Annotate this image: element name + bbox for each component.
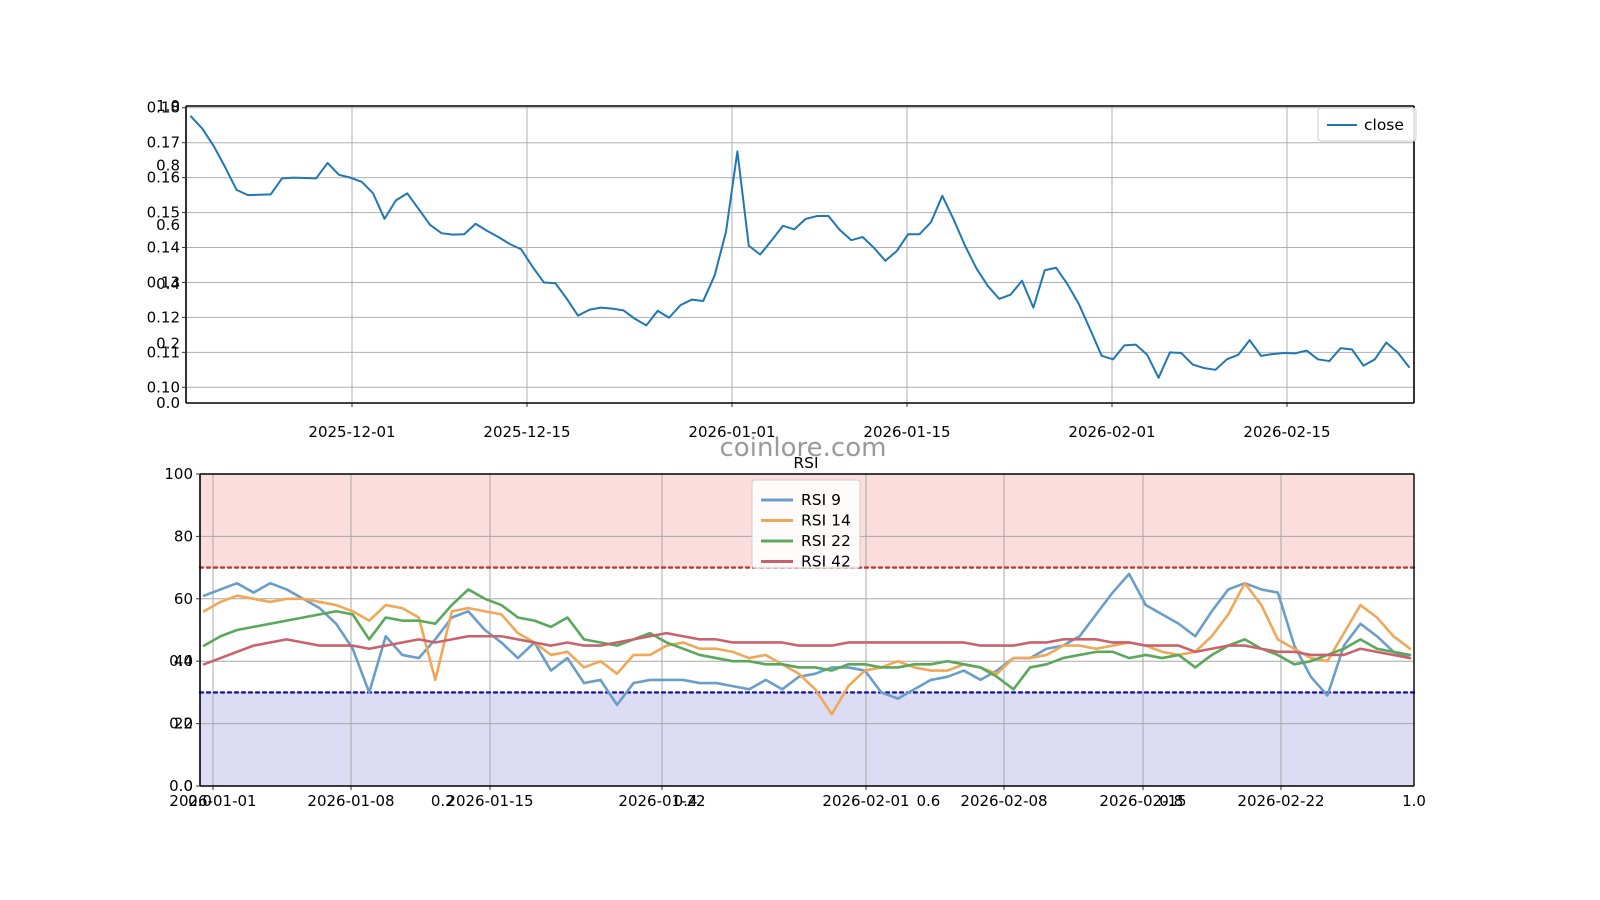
rsi-y-tick-labels: 0 20 40 60 80 100 (164, 465, 200, 795)
rsi-line-rsi-9 (202, 572, 1412, 707)
rsi-y-tick-label: 100 (164, 465, 193, 483)
price-x-tick-label: 2025-12-15 (483, 423, 570, 441)
price-plot-background (186, 106, 1414, 403)
price-legend-box (1317, 107, 1417, 142)
rsi-overlay-x-tick-labels: 0.0 0.2 0.4 0.6 0.8 1.0 (188, 792, 1426, 810)
rsi-overlay-y-tick-label: 0.0 (169, 777, 193, 795)
price-x-tick-label: 2026-02-15 (1243, 423, 1330, 441)
rsi-legend-label-rsi-22: RSI 22 (801, 532, 851, 550)
rsi-legend-entries: RSI 9 RSI 14 RSI 22 RSI 42 (761, 491, 851, 571)
price-y-tick-label: 0.13 (147, 274, 180, 292)
rsi-panel-title: RSI (793, 454, 818, 472)
price-overlay-y-tick-label: 0.4 (156, 275, 180, 293)
rsi-legend[interactable]: RSI 9 RSI 14 RSI 22 RSI 42 (751, 479, 861, 571)
watermark: coinlore.com (720, 433, 887, 463)
price-x-tick-label: 2026-02-01 (1068, 423, 1155, 441)
price-y-tick-label: 0.16 (147, 169, 180, 187)
price-vertical-gridlines (351, 106, 1288, 407)
rsi-x-tick-label: 2026-01-15 (446, 792, 533, 810)
rsi-y-tick-label: 80 (174, 527, 193, 545)
price-overlay-y-tick-label: 0.2 (156, 335, 180, 353)
rsi-y-tick-label: 60 (174, 590, 193, 608)
rsi-line-rsi-14 (202, 581, 1412, 716)
price-y-tick-label: 0.17 (147, 134, 180, 152)
rsi-y-tick-label: 20 (174, 715, 193, 733)
rsi-series-lines (202, 572, 1412, 716)
price-x-tick-label: 2025-12-01 (308, 423, 395, 441)
price-overlay-y-tick-label: 0.8 (156, 156, 180, 174)
rsi-x-tick-label: 2026-02-01 (822, 792, 909, 810)
price-overlay-y-tick-labels: 0.0 0.2 0.4 0.6 0.8 1.0 (156, 97, 180, 412)
price-y-tick-label: 0.12 (147, 308, 180, 326)
rsi-overlay-x-tick-label: 0.2 (431, 792, 455, 810)
rsi-y-tick-label: 40 (174, 652, 193, 670)
price-close-line (190, 115, 1410, 379)
rsi-x-tick-label: 2026-02-15 (1099, 792, 1186, 810)
rsi-overlay-y-tick-label: 0.2 (169, 715, 193, 733)
price-overlay-y-tick-label: 0.0 (156, 394, 180, 412)
price-y-tick-label: 0.10 (147, 378, 180, 396)
rsi-overlay-x-tick-label: 1.0 (1402, 792, 1426, 810)
price-legend-label-close: close (1364, 116, 1404, 134)
rsi-overlay-y-tick-labels: 0.0 0.2 0.4 (169, 652, 193, 795)
price-y-tick-label: 0.18 (147, 99, 180, 117)
rsi-x-tick-labels: 2026-01-01 2026-01-08 2026-01-15 2026-01-22… (169, 792, 1324, 810)
rsi-line-rsi-42 (202, 631, 1412, 666)
rsi-x-tick-label: 2026-01-22 (618, 792, 705, 810)
rsi-legend-label-rsi-9: RSI 9 (801, 491, 841, 509)
price-y-tick-label: 0.11 (147, 343, 180, 361)
price-y-tick-labels: 0.10 0.11 0.12 0.13 0.14 0.15 0.16 0.17 0.18 (147, 99, 186, 396)
price-x-tick-label: 2026-01-15 (863, 423, 950, 441)
rsi-y-tick-label: 0 (183, 777, 193, 795)
rsi-vertical-gridlines (212, 474, 1282, 790)
rsi-x-tick-label: 2026-01-08 (307, 792, 394, 810)
price-overlay-y-tick-label: 1.0 (156, 97, 180, 115)
price-x-tick-label: 2026-01-01 (688, 423, 775, 441)
rsi-legend-box (751, 479, 861, 569)
rsi-overlay-x-tick-label: 0.6 (916, 792, 940, 810)
rsi-legend-label-rsi-42: RSI 42 (801, 553, 851, 571)
rsi-gridlines (200, 535, 1414, 725)
price-legend[interactable]: close (1317, 107, 1417, 142)
rsi-legend-label-rsi-14: RSI 14 (801, 512, 851, 530)
rsi-x-tick-label: 2026-01-01 (169, 792, 256, 810)
rsi-x-tick-label: 2026-02-22 (1237, 792, 1324, 810)
price-y-tick-label: 0.14 (147, 239, 180, 257)
price-x-tick-labels: 2025-12-01 2025-12-15 2026-01-01 2026-01-15… (308, 423, 1330, 441)
price-gridlines (186, 107, 1414, 388)
price-overlay-y-tick-label: 0.6 (156, 216, 180, 234)
price-y-tick-label: 0.15 (147, 204, 180, 222)
price-panel: 0.10 0.11 0.12 0.13 0.14 0.15 0.16 0.17 0.18 0.0… (147, 97, 1417, 441)
rsi-overlay-x-tick-label: 0.0 (188, 792, 212, 810)
rsi-x-tick-label: 2026-02-08 (960, 792, 1047, 810)
rsi-line-rsi-22 (202, 588, 1412, 691)
rsi-overlay-x-tick-label: 0.4 (674, 792, 698, 810)
rsi-overlay-x-tick-label: 0.8 (1159, 792, 1183, 810)
rsi-overlay-y-tick-label: 0.4 (169, 652, 193, 670)
rsi-oversold-band (200, 692, 1414, 786)
